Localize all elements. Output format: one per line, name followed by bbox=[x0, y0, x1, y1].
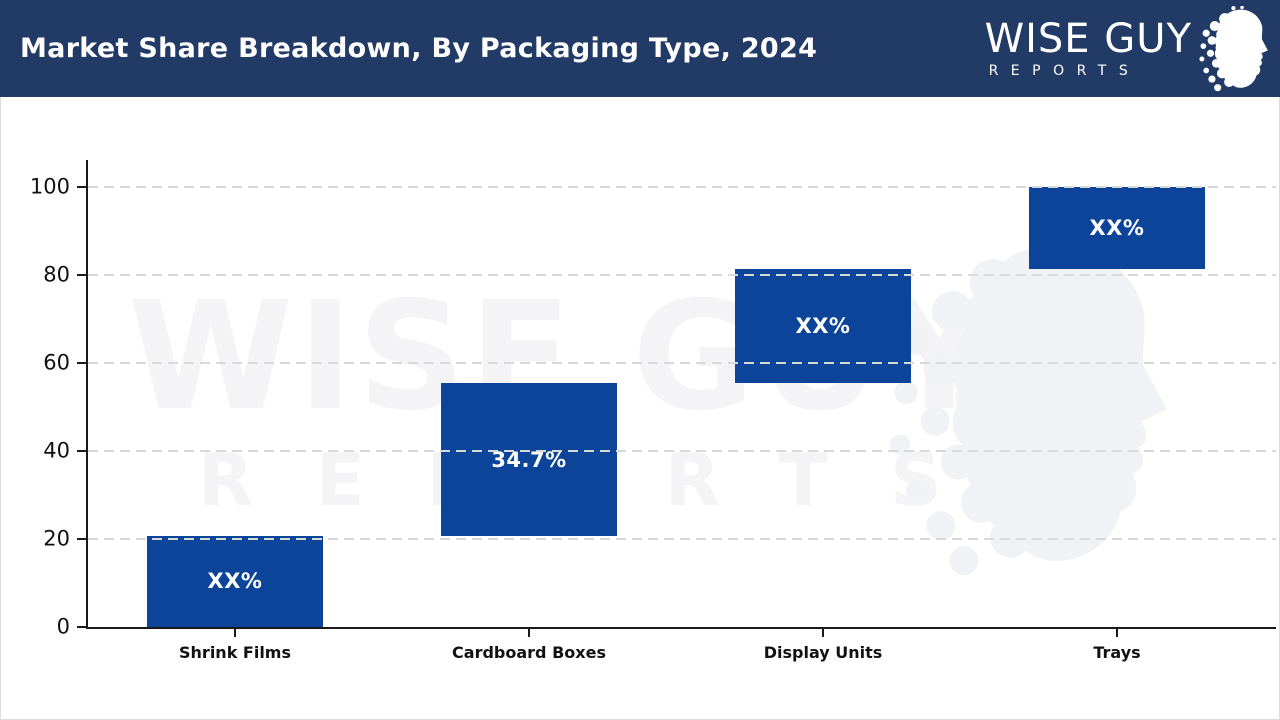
bar-value-label: XX% bbox=[1089, 216, 1145, 241]
x-axis-category-label: Cardboard Boxes bbox=[452, 643, 606, 662]
y-axis-tick-label: 20 bbox=[43, 526, 70, 551]
wiseguy-face-icon bbox=[1199, 5, 1268, 91]
gridline bbox=[88, 274, 1276, 277]
watermark-face-icon bbox=[890, 244, 1167, 576]
bar-value-label: XX% bbox=[207, 569, 263, 594]
y-axis-tick-label: 100 bbox=[29, 174, 70, 199]
x-axis-tick bbox=[822, 629, 824, 637]
x-axis-category-label: Display Units bbox=[763, 643, 883, 662]
x-axis-tick bbox=[1116, 629, 1118, 637]
gridline bbox=[88, 362, 1276, 365]
page-title: Market Share Breakdown, By Packaging Typ… bbox=[20, 33, 818, 64]
y-axis-tick bbox=[77, 186, 86, 189]
x-axis-line bbox=[86, 627, 1276, 629]
gridline bbox=[88, 186, 1276, 189]
x-axis-category-label: Trays bbox=[1093, 643, 1141, 662]
logo-text: WISE GUY REPORTS bbox=[985, 19, 1192, 79]
bar-cardboard-boxes: 34.7% bbox=[440, 383, 618, 536]
gridline bbox=[88, 538, 1276, 541]
logo-wiseguy-text: WISE GUY bbox=[984, 15, 1192, 62]
y-axis-tick bbox=[77, 362, 86, 365]
y-axis-tick bbox=[77, 626, 86, 628]
chart-plot-area: 0 20 40 60 80 100 XX% Shrink Films 34.7% Cardboar… bbox=[30, 160, 1276, 662]
logo-reports-text: REPORTS bbox=[988, 62, 1141, 79]
bar-value-label: XX% bbox=[795, 314, 851, 339]
gridline bbox=[88, 450, 1276, 453]
y-axis-tick bbox=[77, 274, 86, 277]
y-axis-tick-label: 60 bbox=[43, 350, 70, 375]
x-axis-tick bbox=[528, 629, 530, 637]
x-axis-category-label: Shrink Films bbox=[179, 643, 291, 662]
wiseguy-logo: WISE GUY REPORTS bbox=[985, 5, 1270, 92]
header-bar: Market Share Breakdown, By Packaging Typ… bbox=[0, 0, 1280, 97]
y-axis-tick bbox=[77, 538, 86, 541]
bar-shrink-films: XX% bbox=[146, 535, 324, 627]
bar-display-units: XX% bbox=[734, 269, 912, 384]
bar-trays: XX% bbox=[1028, 187, 1206, 270]
y-axis-tick bbox=[77, 450, 86, 453]
y-axis-tick-label: 80 bbox=[43, 262, 70, 287]
x-axis-tick bbox=[234, 629, 236, 637]
y-axis-line bbox=[86, 160, 88, 627]
y-axis-tick-label: 40 bbox=[43, 438, 70, 463]
y-axis-tick-label: 0 bbox=[56, 614, 70, 639]
